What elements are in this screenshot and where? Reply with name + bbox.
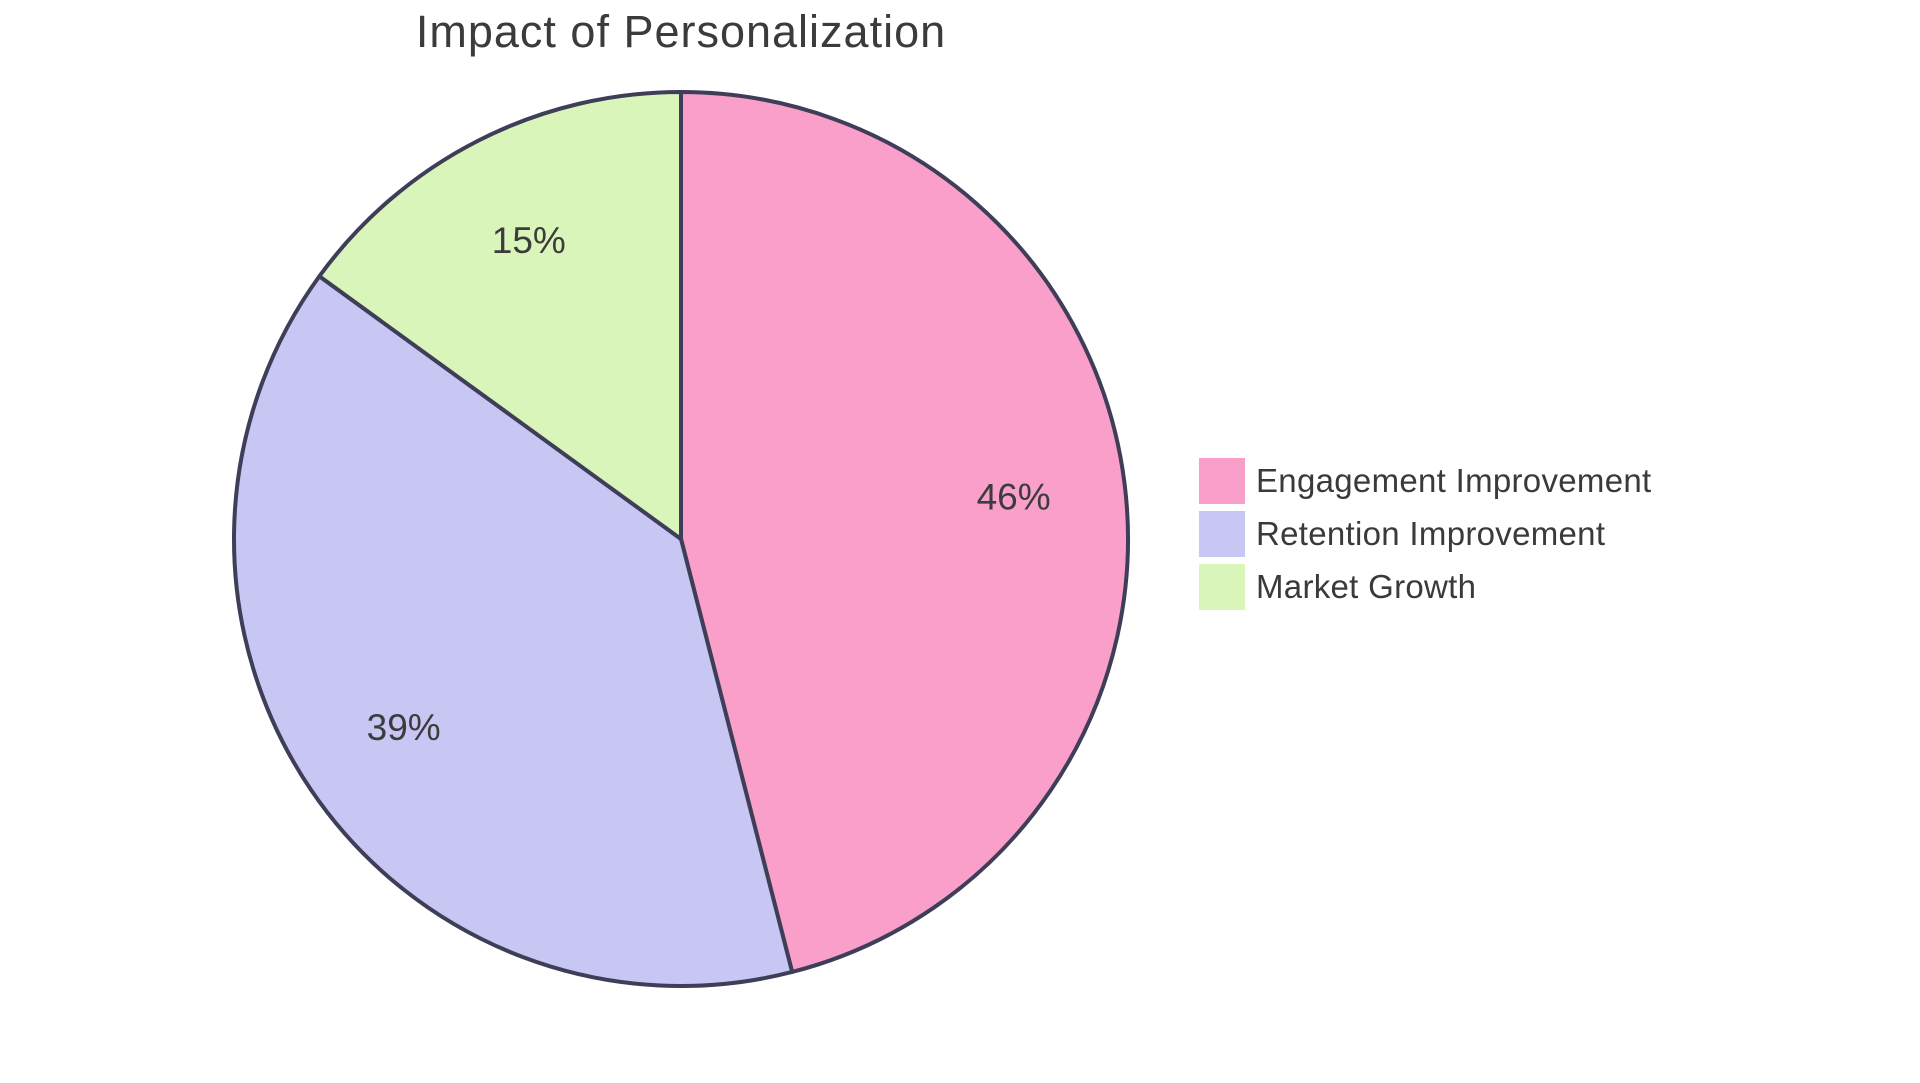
chart-title: Impact of Personalization xyxy=(415,6,947,57)
legend-label-market-growth: Market Growth xyxy=(1256,568,1477,605)
legend-swatch-engagement-improvement xyxy=(1199,458,1245,504)
legend-label-engagement-improvement: Engagement Improvement xyxy=(1256,462,1652,499)
legend-swatch-retention-improvement xyxy=(1199,511,1245,557)
legend-swatch-market-growth xyxy=(1199,564,1245,610)
pie-slice-market-growth xyxy=(317,90,683,541)
legend-item: Market Growth xyxy=(1199,564,1651,610)
pie-slice-percent-label: 15% xyxy=(492,220,566,261)
legend-item: Engagement Improvement xyxy=(1199,458,1651,504)
legend: Engagement Improvement Retention Improve… xyxy=(1199,458,1651,610)
pie-slice-retention-improvement xyxy=(232,274,795,988)
pie-slice-percent-label: 39% xyxy=(367,707,441,748)
pie-slice-engagement-improvement xyxy=(679,90,1130,974)
pie-slice-percent-label: 46% xyxy=(977,477,1051,518)
legend-item: Retention Improvement xyxy=(1199,511,1651,557)
legend-label-retention-improvement: Retention Improvement xyxy=(1256,515,1606,552)
